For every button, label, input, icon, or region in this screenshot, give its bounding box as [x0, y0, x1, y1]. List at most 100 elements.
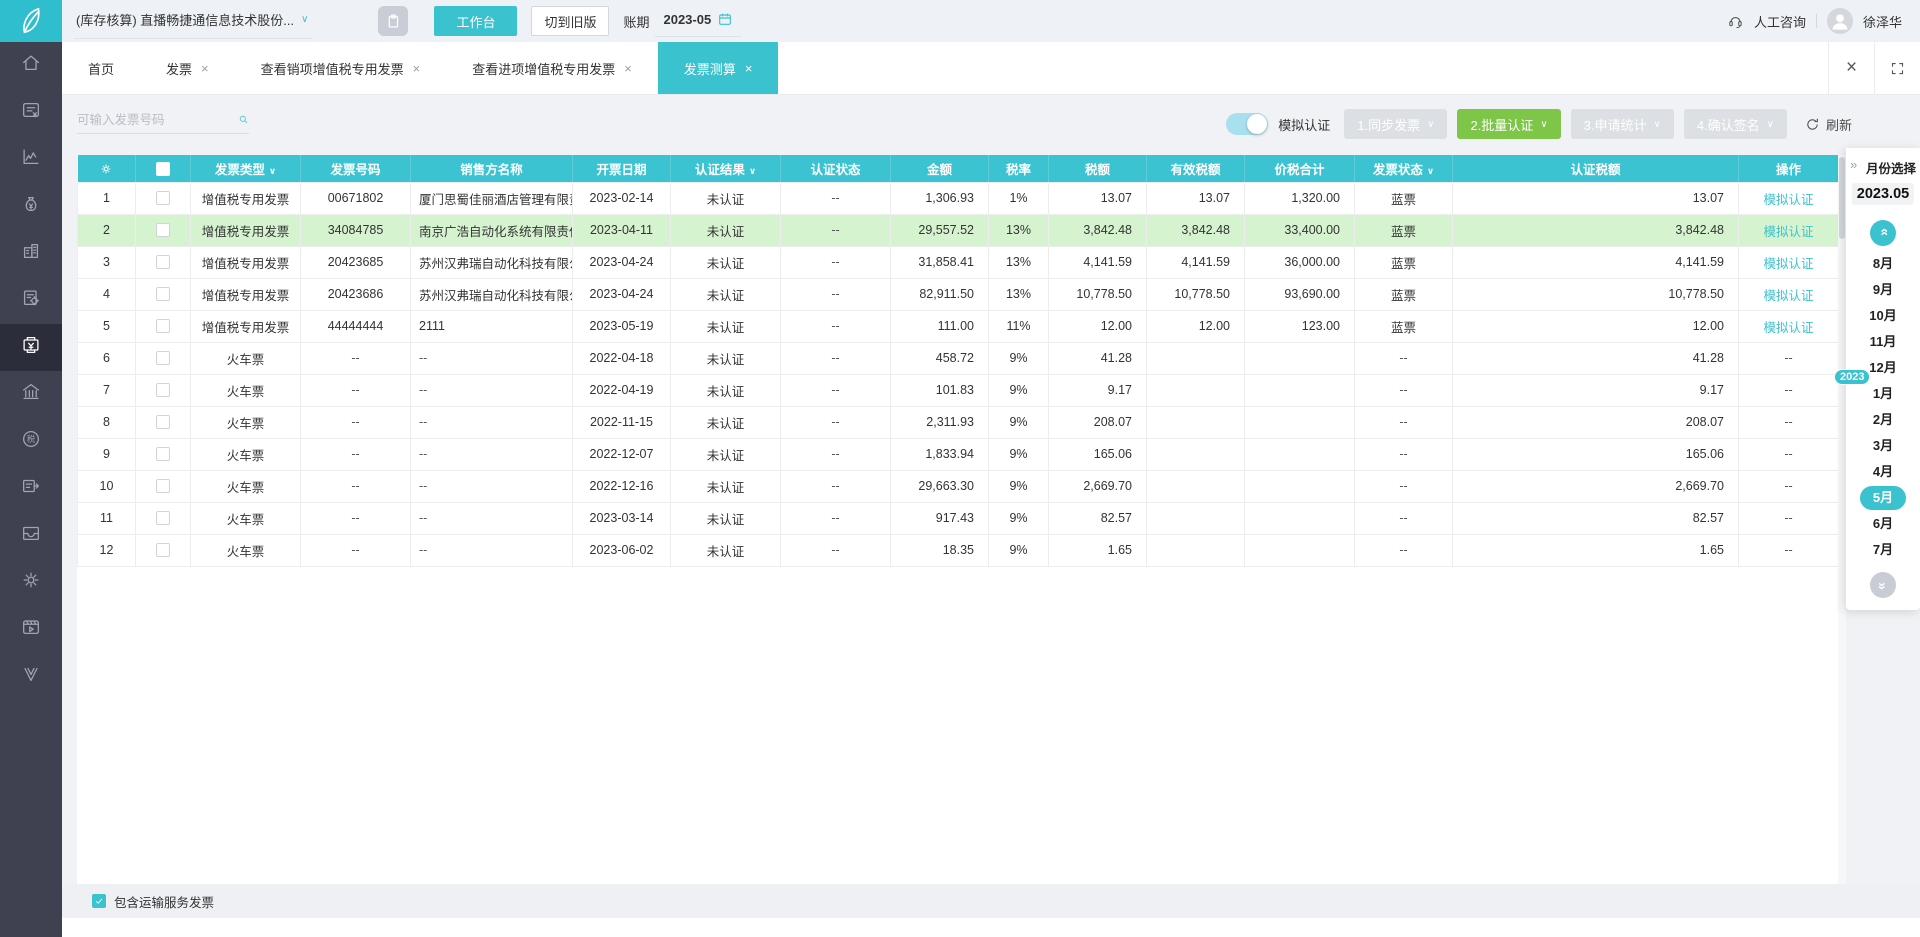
include-transport-checkbox[interactable]: [92, 894, 106, 908]
row-checkbox[interactable]: [156, 351, 170, 366]
month-item-5月[interactable]: 5月: [1860, 486, 1906, 510]
sidebar-item-tax[interactable]: 税: [0, 418, 62, 465]
avatar[interactable]: [1826, 8, 1853, 34]
sidebar-item-company[interactable]: [0, 230, 62, 277]
cell-result: 未认证: [670, 533, 781, 567]
sidebar-item-ledger[interactable]: [0, 136, 62, 183]
switch-old-version-button[interactable]: 切到旧版: [531, 6, 610, 36]
month-item-8月[interactable]: 8月: [1872, 256, 1894, 271]
header-label: 价税合计: [1274, 162, 1325, 177]
row-checkbox[interactable]: [156, 479, 170, 494]
simulate-auth-toggle[interactable]: [1226, 113, 1269, 135]
tab-2[interactable]: 查看销项增值税专用发票 ×: [235, 42, 447, 94]
period-picker[interactable]: 2023-05: [655, 5, 742, 37]
sidebar-item-assets[interactable]: [0, 371, 62, 418]
tab-close-icon[interactable]: ×: [412, 60, 421, 76]
workbench-button[interactable]: 工作台: [434, 6, 518, 36]
action-button-2[interactable]: 2.批量认证 ∨: [1457, 109, 1561, 139]
support-link[interactable]: 人工咨询: [1753, 14, 1806, 30]
scroll-up-button[interactable]: »: [1870, 220, 1896, 246]
sidebar-item-v-logo[interactable]: [0, 653, 62, 700]
search-icon[interactable]: [238, 111, 249, 128]
cell-auth_tax: 82.57: [1452, 501, 1739, 535]
fullscreen-button[interactable]: [1874, 42, 1920, 94]
row-checkbox[interactable]: [156, 287, 170, 302]
action-button-4[interactable]: 4.确认签名 ∨: [1683, 109, 1787, 139]
cell-tax: 41.28: [1048, 341, 1147, 375]
month-item-7月[interactable]: 7月: [1872, 542, 1894, 557]
column-settings-header[interactable]: [77, 155, 136, 182]
close-all-tabs-button[interactable]: ×: [1828, 42, 1874, 94]
action-button-1[interactable]: 1.同步发票 ∨: [1344, 109, 1448, 139]
sidebar-item-tutorial[interactable]: [0, 606, 62, 653]
cell-seller: --: [410, 469, 573, 503]
tab-close-icon[interactable]: ×: [624, 60, 632, 76]
month-item-12月[interactable]: 12月: [1869, 360, 1897, 375]
header-认证结果[interactable]: 认证结果 ∨: [670, 155, 781, 182]
cell-result: 未认证: [670, 373, 781, 407]
sidebar-item-voucher[interactable]: [0, 89, 62, 136]
header-label: 税额: [1084, 162, 1110, 177]
sidebar-item-report[interactable]: [0, 277, 62, 324]
row-checkbox[interactable]: [156, 447, 170, 462]
month-panel: » 月份选择 2023.05 » 8月 9月 10月 11月 12月 1月 2月 3月 4月 5月…: [1834, 148, 1920, 610]
month-item-10月[interactable]: 10月: [1869, 308, 1897, 323]
action-button-3[interactable]: 3.申请统计 ∨: [1570, 109, 1674, 139]
month-item-1月[interactable]: 1月: [1872, 386, 1894, 401]
company-selector[interactable]: (库存核算) 直播畅捷通信息技术股份... ∨: [74, 4, 313, 39]
simulate-auth-link[interactable]: 模拟认证: [1763, 256, 1814, 271]
scrollbar-thumb[interactable]: [1839, 157, 1845, 239]
row-checkbox[interactable]: [156, 191, 170, 206]
month-item-3月[interactable]: 3月: [1872, 438, 1894, 453]
search-input[interactable]: [77, 112, 238, 127]
month-item-4月[interactable]: 4月: [1872, 464, 1894, 479]
refresh-button[interactable]: 刷新: [1805, 115, 1852, 134]
header-发票状态[interactable]: 发票状态 ∨: [1354, 155, 1453, 182]
scroll-down-button[interactable]: »: [1870, 572, 1896, 598]
action-buttons: 1.同步发票 ∨ 2.批量认证 ∨ 3.申请统计 ∨ 4.确认签名 ∨: [1344, 109, 1787, 139]
tab-0[interactable]: 首页: [62, 42, 140, 94]
tab-1[interactable]: 发票 ×: [140, 42, 235, 94]
sidebar-item-settings[interactable]: [0, 559, 62, 606]
row-checkbox[interactable]: [156, 511, 170, 526]
month-item-2月[interactable]: 2月: [1872, 412, 1894, 427]
collapse-panel-icon[interactable]: »: [1850, 157, 1857, 172]
select-all-header: [135, 155, 191, 182]
content-area: 模拟认证 1.同步发票 ∨ 2.批量认证 ∨ 3.申请统计 ∨ 4.确认签名 ∨ 刷新 发票类…: [62, 95, 1920, 937]
current-period[interactable]: 2023.05: [1851, 183, 1915, 205]
cell-status: --: [780, 245, 891, 279]
row-checkbox[interactable]: [156, 255, 170, 270]
month-item-9月[interactable]: 9月: [1872, 282, 1894, 297]
invoice-search: [77, 111, 249, 134]
month-item-6月[interactable]: 6月: [1872, 516, 1894, 531]
sidebar-item-home[interactable]: [0, 42, 62, 89]
sidebar-item-funds[interactable]: [0, 183, 62, 230]
tab-close-icon[interactable]: ×: [201, 60, 209, 76]
cell-rate: 9%: [988, 469, 1049, 503]
app-logo[interactable]: [0, 0, 62, 42]
row-checkbox[interactable]: [156, 383, 170, 398]
simulate-auth-link[interactable]: 模拟认证: [1763, 288, 1814, 303]
simulate-auth-link[interactable]: 模拟认证: [1763, 320, 1814, 335]
select-all-checkbox[interactable]: [156, 161, 170, 176]
cell-valid_tax: [1146, 437, 1245, 471]
user-name[interactable]: 徐泽华: [1862, 14, 1902, 30]
simulate-auth-link[interactable]: 模拟认证: [1763, 192, 1814, 207]
row-checkbox[interactable]: [156, 319, 170, 334]
row-checkbox[interactable]: [156, 543, 170, 558]
ledger-icon: [20, 146, 42, 173]
month-item-11月[interactable]: 11月: [1869, 334, 1897, 349]
sidebar-item-invoice[interactable]: [0, 324, 62, 371]
cell-status: --: [780, 181, 891, 215]
tab-close-icon[interactable]: ×: [744, 60, 753, 76]
tab-3[interactable]: 查看进项增值税专用发票 ×: [446, 42, 658, 94]
row-checkbox[interactable]: [156, 223, 170, 238]
tab-4[interactable]: 发票测算 ×: [657, 42, 779, 94]
clipboard-button[interactable]: [378, 6, 409, 36]
simulate-auth-link[interactable]: 模拟认证: [1763, 224, 1814, 239]
header-发票类型[interactable]: 发票类型 ∨: [190, 155, 301, 182]
cell-rate: 9%: [988, 437, 1049, 471]
row-checkbox[interactable]: [156, 415, 170, 430]
sidebar-item-carryover[interactable]: [0, 465, 62, 512]
sidebar-item-archive[interactable]: [0, 512, 62, 559]
